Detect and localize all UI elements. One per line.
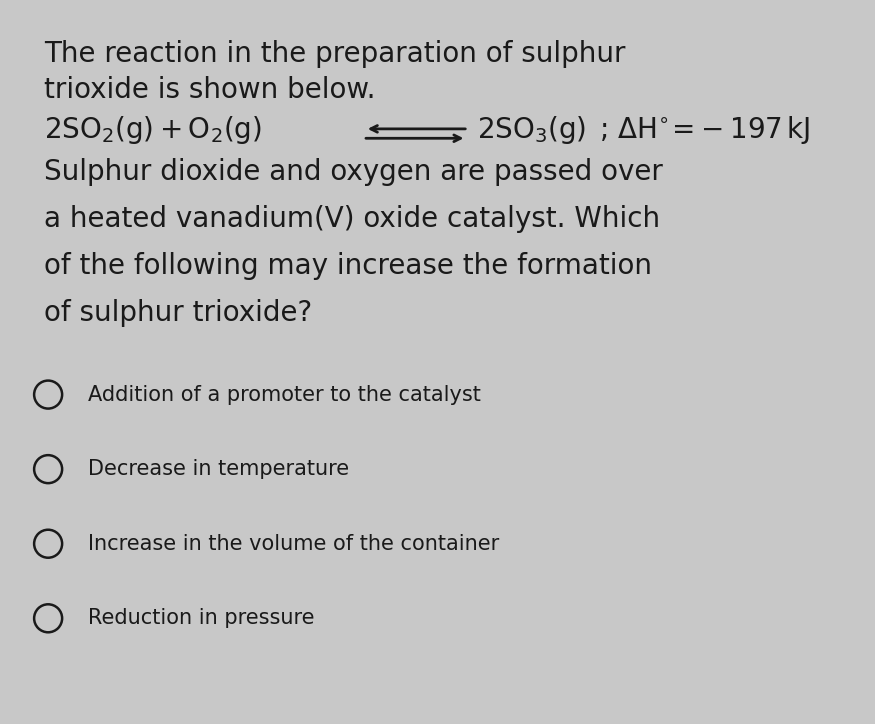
Text: trioxide is shown below.: trioxide is shown below. bbox=[44, 76, 375, 104]
Text: of the following may increase the formation: of the following may increase the format… bbox=[44, 252, 652, 280]
Text: Decrease in temperature: Decrease in temperature bbox=[88, 459, 349, 479]
Text: ; $\mathsf{\Delta H^{\circ}\!=\!-197\,kJ}$: ; $\mathsf{\Delta H^{\circ}\!=\!-197\,kJ… bbox=[599, 114, 811, 146]
Text: Reduction in pressure: Reduction in pressure bbox=[88, 608, 315, 628]
Text: Addition of a promoter to the catalyst: Addition of a promoter to the catalyst bbox=[88, 384, 481, 405]
Text: $\mathsf{2SO_3(g)}$: $\mathsf{2SO_3(g)}$ bbox=[477, 114, 586, 146]
Text: $\mathsf{2SO_2(g)+O_2(g)}$: $\mathsf{2SO_2(g)+O_2(g)}$ bbox=[44, 114, 262, 146]
Text: of sulphur trioxide?: of sulphur trioxide? bbox=[44, 299, 312, 327]
Text: The reaction in the preparation of sulphur: The reaction in the preparation of sulph… bbox=[44, 40, 626, 68]
Text: Increase in the volume of the container: Increase in the volume of the container bbox=[88, 534, 500, 554]
Text: a heated vanadium(V) oxide catalyst. Which: a heated vanadium(V) oxide catalyst. Whi… bbox=[44, 205, 660, 233]
Text: Sulphur dioxide and oxygen are passed over: Sulphur dioxide and oxygen are passed ov… bbox=[44, 158, 662, 186]
